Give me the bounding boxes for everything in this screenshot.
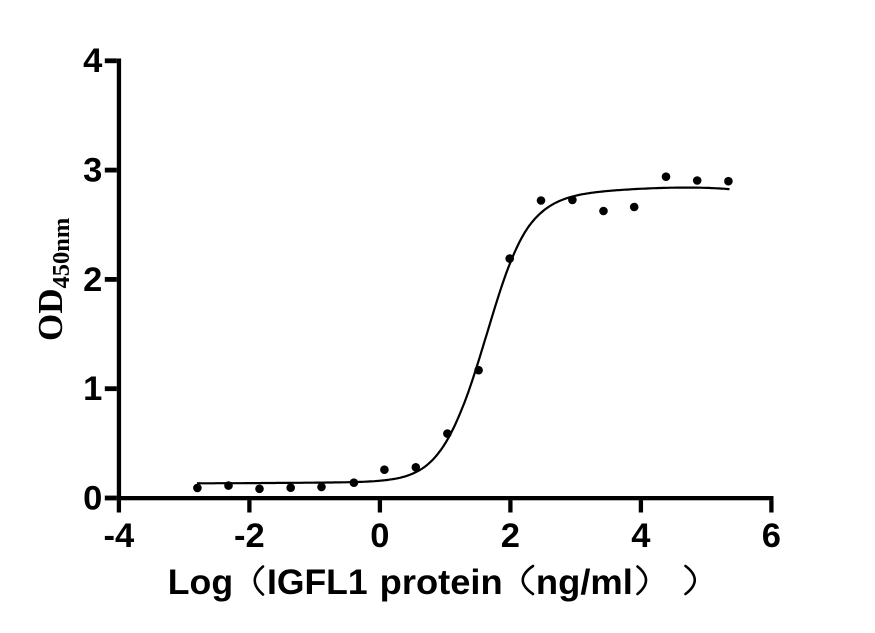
svg-text:3: 3 — [83, 152, 102, 190]
svg-text:1: 1 — [83, 370, 102, 408]
svg-text:-4: -4 — [104, 517, 135, 555]
svg-text:2: 2 — [83, 261, 102, 299]
svg-text:6: 6 — [762, 517, 781, 555]
svg-text:protein: protein — [380, 562, 503, 602]
svg-text:2: 2 — [501, 517, 520, 555]
svg-text:ng/ml: ng/ml — [536, 562, 633, 602]
svg-text:0: 0 — [83, 479, 102, 517]
svg-text:0: 0 — [370, 517, 389, 555]
svg-text:4: 4 — [83, 42, 102, 80]
svg-text:Log: Log — [168, 562, 233, 602]
svg-text:IGFL1: IGFL1 — [267, 562, 368, 602]
svg-text:-2: -2 — [234, 517, 265, 555]
svg-text:4: 4 — [631, 517, 650, 555]
